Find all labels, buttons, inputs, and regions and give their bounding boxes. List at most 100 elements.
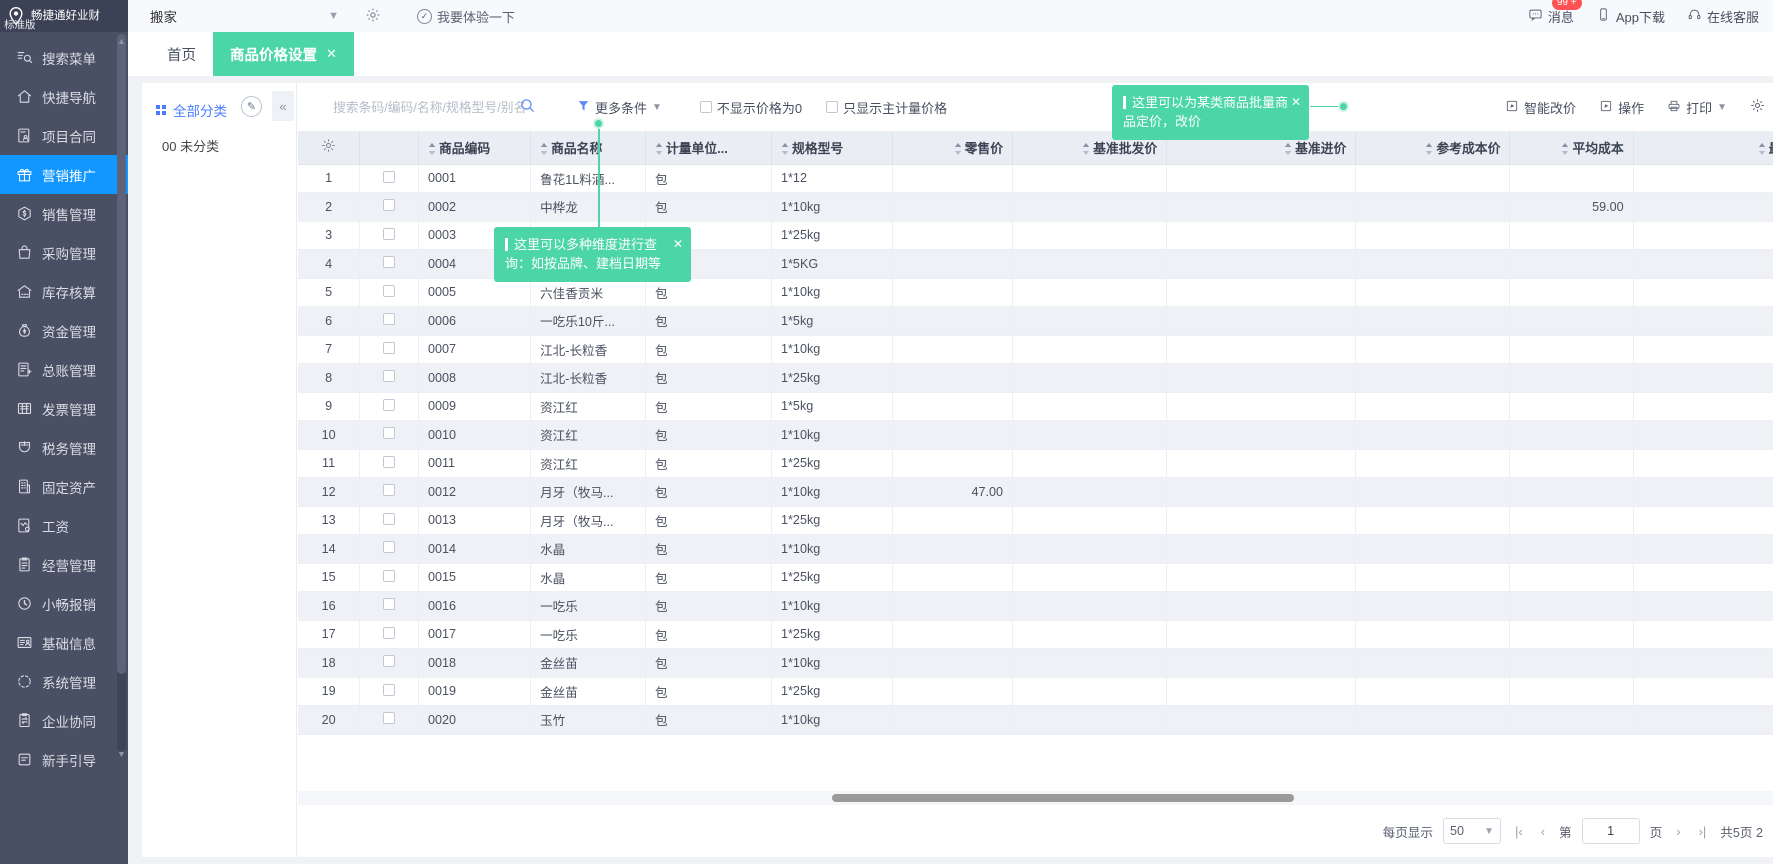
sidebar-item-19[interactable]: 新手引导 [0, 740, 128, 779]
collapse-left-icon[interactable]: « [272, 91, 294, 121]
close-icon[interactable]: ✕ [326, 46, 337, 61]
tab-1[interactable]: 首页 [150, 32, 213, 76]
row-checkbox[interactable] [359, 648, 419, 678]
row-checkbox[interactable] [359, 477, 419, 507]
column-header-retail[interactable]: 零售价 [892, 131, 1014, 165]
row-checkbox[interactable] [359, 449, 419, 478]
sort-arrows-icon[interactable] [1082, 143, 1090, 156]
sort-arrows-icon[interactable] [540, 143, 548, 156]
sidebar-item-10[interactable]: 发票管理 [0, 389, 128, 428]
sort-arrows-icon[interactable] [428, 143, 436, 156]
checkbox-box[interactable] [383, 455, 396, 468]
next-page-icon[interactable]: › [1676, 823, 1681, 839]
search-input[interactable] [333, 93, 538, 121]
search-box[interactable] [333, 93, 538, 121]
row-checkbox[interactable] [359, 506, 419, 535]
checkbox-box[interactable] [383, 655, 396, 668]
column-header-name[interactable]: 商品名称 [530, 131, 646, 165]
toolbar-button-2[interactable]: 操作 [1599, 98, 1644, 117]
tooltip-batch-pricing[interactable]: 这里可以为某类商品批量商品定价，改价 ✕ [1112, 85, 1309, 140]
column-header-code[interactable]: 商品编码 [418, 131, 532, 165]
sidebar-item-17[interactable]: 系统管理 [0, 662, 128, 701]
table-settings-gear-icon[interactable] [1750, 98, 1765, 116]
column-header-avgcost[interactable]: 平均成本 [1509, 131, 1634, 165]
checkbox-box[interactable] [383, 170, 396, 183]
checkbox-box[interactable] [383, 256, 396, 269]
row-checkbox[interactable] [359, 420, 419, 450]
category-all[interactable]: 全部分类 [142, 83, 296, 120]
close-icon[interactable]: ✕ [672, 237, 683, 251]
sort-arrows-icon[interactable] [1758, 143, 1766, 156]
checkbox-box[interactable] [383, 626, 396, 639]
row-checkbox[interactable] [359, 278, 419, 307]
row-checkbox[interactable] [359, 705, 419, 735]
sort-arrows-icon[interactable] [1284, 143, 1292, 156]
sidebar-scrollbar-thumb[interactable] [117, 34, 126, 674]
sidebar-item-5[interactable]: 销售管理 [0, 194, 128, 233]
row-checkbox[interactable] [359, 306, 419, 336]
topbar-action-1[interactable]: 消息 99 + [1528, 0, 1582, 26]
sort-arrows-icon[interactable] [1561, 143, 1569, 156]
checkbox-box[interactable] [383, 313, 396, 326]
page-number-input[interactable] [1581, 818, 1640, 844]
row-checkbox[interactable] [359, 249, 419, 279]
checkbox-box[interactable] [383, 370, 396, 383]
row-checkbox[interactable] [359, 392, 419, 421]
scroll-down-icon[interactable]: ▼ [117, 748, 126, 759]
sidebar-item-8[interactable]: 资金管理 [0, 311, 128, 350]
row-checkbox[interactable] [359, 335, 419, 364]
hide-zero-price-checkbox[interactable]: 不显示价格为0 [699, 98, 802, 117]
sidebar-scrollbar[interactable] [117, 34, 126, 752]
try-experience-button[interactable]: ✓ 我要体验一下 [417, 7, 515, 26]
sidebar-item-9[interactable]: 总账管理 [0, 350, 128, 389]
column-header-idx[interactable] [298, 131, 361, 165]
checkbox-box[interactable] [383, 683, 396, 696]
row-checkbox[interactable] [359, 192, 419, 222]
scroll-up-icon[interactable]: ▲ [117, 35, 126, 46]
checkbox-box[interactable] [383, 512, 396, 525]
edit-pencil-icon[interactable]: ✎ [241, 96, 262, 117]
search-icon[interactable] [519, 97, 536, 117]
first-page-icon[interactable]: |‹ [1514, 823, 1523, 839]
sidebar-item-2[interactable]: 快捷导航 [0, 77, 128, 116]
tooltip-query-dimensions[interactable]: 这里可以多种维度进行查询：如按品牌、建档日期等 ✕ [494, 227, 691, 282]
sidebar-item-6[interactable]: 采购管理 [0, 233, 128, 272]
checkbox-box[interactable] [383, 227, 396, 240]
checkbox-box[interactable] [383, 427, 396, 440]
checkbox-box[interactable] [383, 541, 396, 554]
sidebar-item-16[interactable]: 基础信息 [0, 623, 128, 662]
gear-icon[interactable] [365, 7, 381, 26]
column-header-newpur[interactable]: 最新进价 [1633, 131, 1773, 165]
prev-page-icon[interactable]: ‹ [1540, 823, 1546, 839]
topbar-action-3[interactable]: 在线客服 [1687, 7, 1759, 26]
checkbox-box[interactable] [383, 569, 396, 582]
sidebar-item-4[interactable]: 营销推广 [0, 155, 128, 194]
sidebar-item-14[interactable]: 经营管理 [0, 545, 128, 584]
toolbar-button-3[interactable]: 打印 ▼ [1667, 98, 1727, 117]
sort-arrows-icon[interactable] [655, 143, 663, 156]
sidebar-item-7[interactable]: 库存核算 [0, 272, 128, 311]
product-table-container[interactable]: 商品编码 商品名称 计量单位... 规格型号 零售价 基准批发价 基准进价 参考成本价 平均成本… [298, 131, 1773, 791]
checkbox-box[interactable] [383, 199, 396, 212]
sidebar-item-3[interactable]: 项目合同 [0, 116, 128, 155]
sidebar-item-15[interactable]: 小畅报销 [0, 584, 128, 623]
row-checkbox[interactable] [359, 591, 419, 621]
checkbox-box[interactable] [383, 598, 396, 611]
checkbox-box[interactable] [383, 341, 396, 354]
close-icon[interactable]: ✕ [1290, 95, 1301, 109]
sidebar-item-12[interactable]: 固定资产 [0, 467, 128, 506]
